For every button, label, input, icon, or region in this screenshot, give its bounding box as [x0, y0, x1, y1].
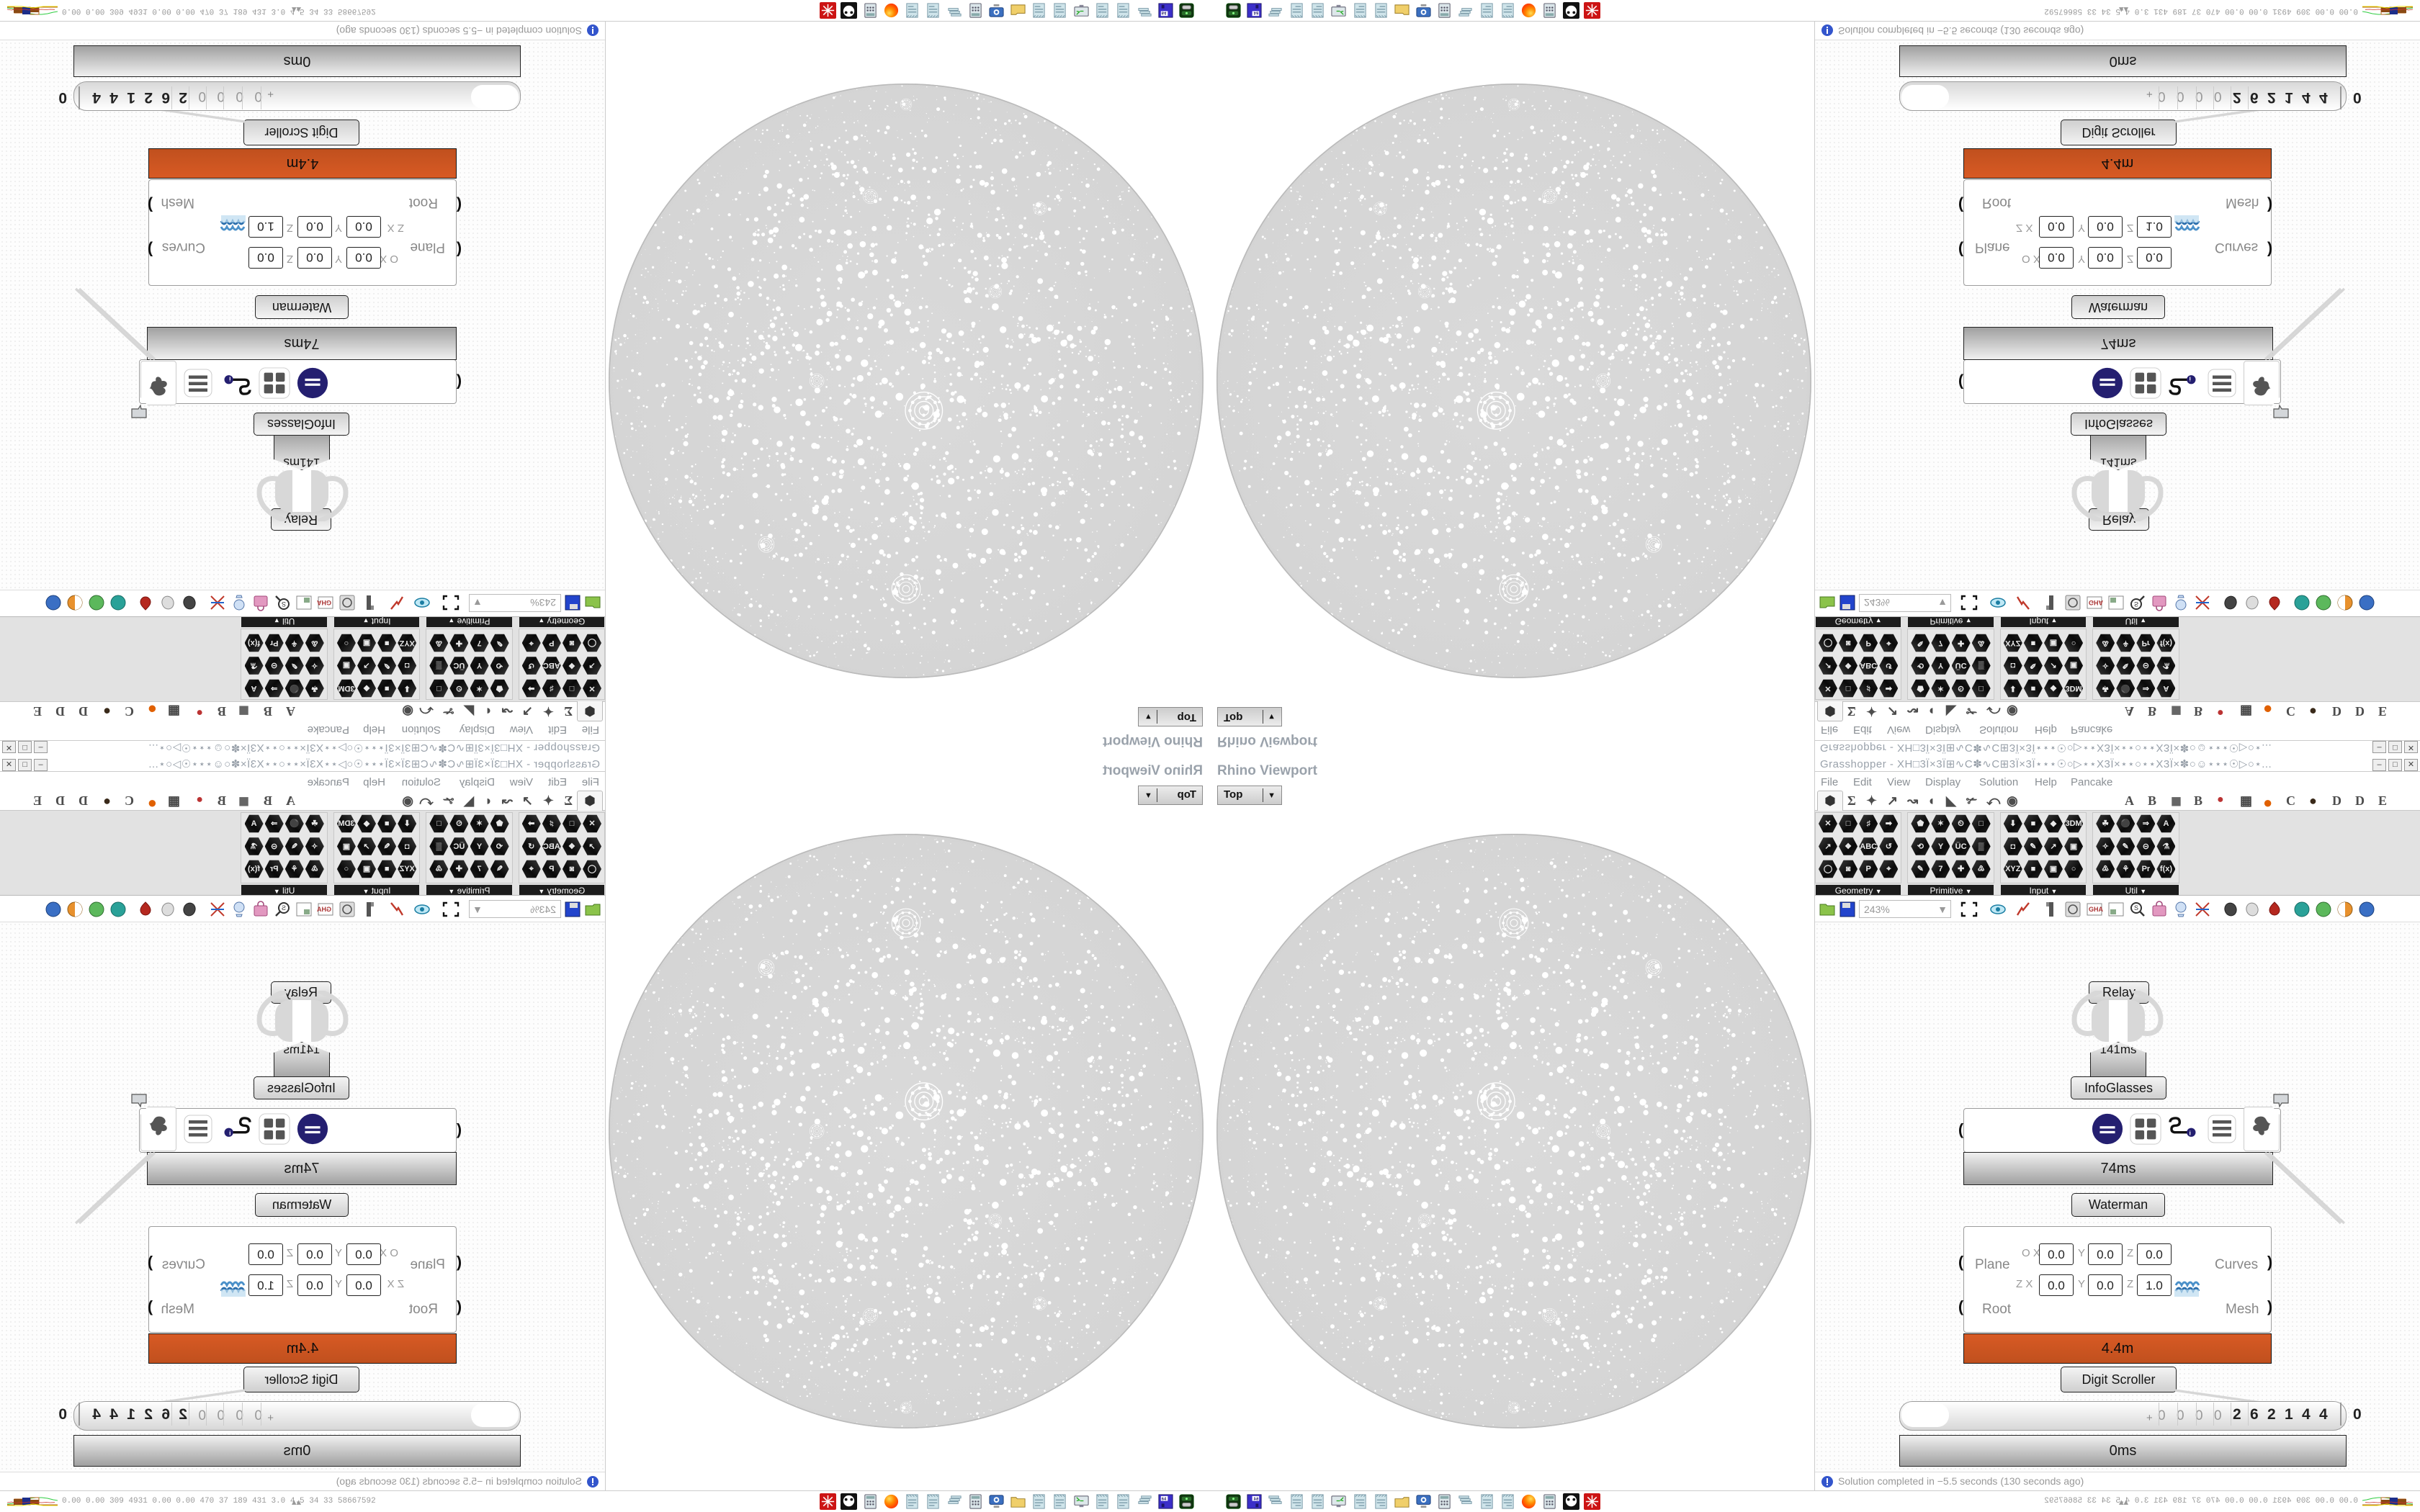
svg-text:i: i: [2190, 1130, 2191, 1137]
svg-text:GHA: GHA: [2089, 599, 2103, 606]
svg-text:i: i: [2190, 376, 2191, 383]
svg-text:64: 64: [1162, 1498, 1167, 1502]
svg-text:64: 64: [1253, 1498, 1258, 1502]
svg-text:S: S: [2134, 904, 2138, 912]
svg-text:64: 64: [1253, 10, 1258, 14]
svg-text:i: i: [229, 376, 230, 383]
svg-text:GHA: GHA: [2089, 906, 2103, 913]
svg-text:GHA: GHA: [317, 599, 331, 606]
svg-text:S: S: [282, 904, 286, 912]
svg-text:GHA: GHA: [317, 906, 331, 913]
svg-text:i: i: [229, 1130, 230, 1137]
svg-text:S: S: [2134, 600, 2138, 608]
svg-text:S: S: [282, 600, 286, 608]
svg-text:64: 64: [1162, 10, 1167, 14]
